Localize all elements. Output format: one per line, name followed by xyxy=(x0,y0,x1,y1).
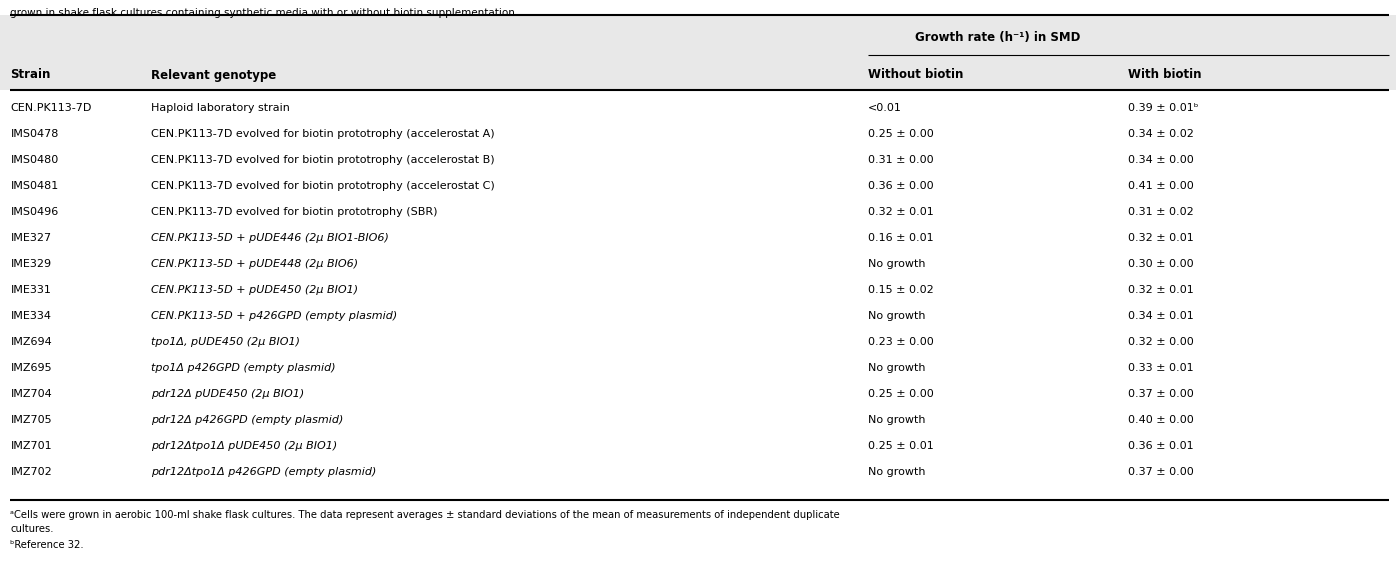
Text: 0.31 ± 0.02: 0.31 ± 0.02 xyxy=(1128,207,1194,217)
Text: 0.34 ± 0.00: 0.34 ± 0.00 xyxy=(1128,155,1194,165)
Text: pdr12Δ p426GPD (empty plasmid): pdr12Δ p426GPD (empty plasmid) xyxy=(151,415,343,425)
Text: No growth: No growth xyxy=(868,311,926,321)
Text: IME327: IME327 xyxy=(10,233,52,243)
Text: CEN.PK113-5D + pUDE448 (2μ BIO6): CEN.PK113-5D + pUDE448 (2μ BIO6) xyxy=(151,259,357,269)
Text: 0.37 ± 0.00: 0.37 ± 0.00 xyxy=(1128,389,1194,399)
Text: CEN.PK113-7D evolved for biotin prototrophy (SBR): CEN.PK113-7D evolved for biotin prototro… xyxy=(151,207,437,217)
Text: IMZ702: IMZ702 xyxy=(10,467,52,477)
Text: 0.32 ± 0.01: 0.32 ± 0.01 xyxy=(1128,285,1194,295)
Text: IMZ704: IMZ704 xyxy=(10,389,52,399)
Text: ᵇReference 32.: ᵇReference 32. xyxy=(10,540,84,550)
Text: IME334: IME334 xyxy=(10,311,52,321)
Bar xyxy=(0,15,1396,90)
Text: CEN.PK113-5D + pUDE446 (2μ BIO1-BIO6): CEN.PK113-5D + pUDE446 (2μ BIO1-BIO6) xyxy=(151,233,388,243)
Text: Growth rate (h⁻¹) in SMD: Growth rate (h⁻¹) in SMD xyxy=(916,31,1081,45)
Text: pdr12Δtpo1Δ pUDE450 (2μ BIO1): pdr12Δtpo1Δ pUDE450 (2μ BIO1) xyxy=(151,441,336,451)
Text: Without biotin: Without biotin xyxy=(868,69,963,81)
Text: CEN.PK113-5D + pUDE450 (2μ BIO1): CEN.PK113-5D + pUDE450 (2μ BIO1) xyxy=(151,285,357,295)
Text: No growth: No growth xyxy=(868,415,926,425)
Text: CEN.PK113-7D evolved for biotin prototrophy (accelerostat A): CEN.PK113-7D evolved for biotin prototro… xyxy=(151,129,494,139)
Text: 0.41 ± 0.00: 0.41 ± 0.00 xyxy=(1128,181,1194,191)
Text: CEN.PK113-7D evolved for biotin prototrophy (accelerostat C): CEN.PK113-7D evolved for biotin prototro… xyxy=(151,181,494,191)
Text: pdr12Δ pUDE450 (2μ BIO1): pdr12Δ pUDE450 (2μ BIO1) xyxy=(151,389,304,399)
Text: IME329: IME329 xyxy=(10,259,52,269)
Text: 0.31 ± 0.00: 0.31 ± 0.00 xyxy=(868,155,934,165)
Text: Haploid laboratory strain: Haploid laboratory strain xyxy=(151,103,289,113)
Text: IMS0496: IMS0496 xyxy=(10,207,59,217)
Text: Relevant genotype: Relevant genotype xyxy=(151,69,276,81)
Text: 0.32 ± 0.00: 0.32 ± 0.00 xyxy=(1128,337,1194,347)
Text: 0.30 ± 0.00: 0.30 ± 0.00 xyxy=(1128,259,1194,269)
Text: IMS0478: IMS0478 xyxy=(10,129,59,139)
Text: 0.40 ± 0.00: 0.40 ± 0.00 xyxy=(1128,415,1194,425)
Text: <0.01: <0.01 xyxy=(868,103,902,113)
Text: 0.25 ± 0.00: 0.25 ± 0.00 xyxy=(868,389,934,399)
Text: 0.25 ± 0.01: 0.25 ± 0.01 xyxy=(868,441,934,451)
Text: IMZ695: IMZ695 xyxy=(10,363,52,373)
Text: With biotin: With biotin xyxy=(1128,69,1202,81)
Text: IME331: IME331 xyxy=(10,285,52,295)
Text: 0.36 ± 0.00: 0.36 ± 0.00 xyxy=(868,181,934,191)
Text: 0.39 ± 0.01ᵇ: 0.39 ± 0.01ᵇ xyxy=(1128,103,1199,113)
Text: 0.25 ± 0.00: 0.25 ± 0.00 xyxy=(868,129,934,139)
Text: CEN.PK113-5D + p426GPD (empty plasmid): CEN.PK113-5D + p426GPD (empty plasmid) xyxy=(151,311,396,321)
Text: 0.23 ± 0.00: 0.23 ± 0.00 xyxy=(868,337,934,347)
Text: CEN.PK113-7D: CEN.PK113-7D xyxy=(10,103,92,113)
Text: 0.36 ± 0.01: 0.36 ± 0.01 xyxy=(1128,441,1194,451)
Text: Strain: Strain xyxy=(10,69,50,81)
Text: 0.34 ± 0.01: 0.34 ± 0.01 xyxy=(1128,311,1194,321)
Text: 0.34 ± 0.02: 0.34 ± 0.02 xyxy=(1128,129,1194,139)
Text: 0.37 ± 0.00: 0.37 ± 0.00 xyxy=(1128,467,1194,477)
Text: tpo1Δ, pUDE450 (2μ BIO1): tpo1Δ, pUDE450 (2μ BIO1) xyxy=(151,337,300,347)
Text: IMZ701: IMZ701 xyxy=(10,441,52,451)
Text: grown in shake flask cultures containing synthetic media with or without biotin : grown in shake flask cultures containing… xyxy=(10,8,515,18)
Text: cultures.: cultures. xyxy=(10,524,54,534)
Text: 0.32 ± 0.01: 0.32 ± 0.01 xyxy=(868,207,934,217)
Text: IMS0480: IMS0480 xyxy=(10,155,59,165)
Text: IMS0481: IMS0481 xyxy=(10,181,59,191)
Text: No growth: No growth xyxy=(868,259,926,269)
Text: 0.33 ± 0.01: 0.33 ± 0.01 xyxy=(1128,363,1194,373)
Text: No growth: No growth xyxy=(868,467,926,477)
Text: tpo1Δ p426GPD (empty plasmid): tpo1Δ p426GPD (empty plasmid) xyxy=(151,363,335,373)
Text: pdr12Δtpo1Δ p426GPD (empty plasmid): pdr12Δtpo1Δ p426GPD (empty plasmid) xyxy=(151,467,376,477)
Text: 0.15 ± 0.02: 0.15 ± 0.02 xyxy=(868,285,934,295)
Text: ᵃCells were grown in aerobic 100-ml shake flask cultures. The data represent ave: ᵃCells were grown in aerobic 100-ml shak… xyxy=(10,510,840,520)
Text: No growth: No growth xyxy=(868,363,926,373)
Text: IMZ705: IMZ705 xyxy=(10,415,52,425)
Text: IMZ694: IMZ694 xyxy=(10,337,52,347)
Text: 0.16 ± 0.01: 0.16 ± 0.01 xyxy=(868,233,934,243)
Text: 0.32 ± 0.01: 0.32 ± 0.01 xyxy=(1128,233,1194,243)
Text: CEN.PK113-7D evolved for biotin prototrophy (accelerostat B): CEN.PK113-7D evolved for biotin prototro… xyxy=(151,155,494,165)
